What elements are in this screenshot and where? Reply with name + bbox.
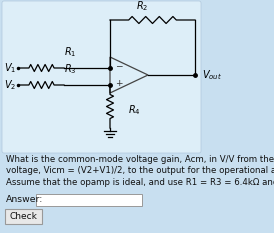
FancyBboxPatch shape xyxy=(2,1,201,153)
FancyBboxPatch shape xyxy=(36,193,141,206)
FancyBboxPatch shape xyxy=(5,209,42,224)
Text: $V_{out}$: $V_{out}$ xyxy=(202,68,222,82)
Text: What is the common-mode voltage gain, Acm, in V/V from the common-mode input
vol: What is the common-mode voltage gain, Ac… xyxy=(6,155,274,187)
Text: −: − xyxy=(115,62,122,71)
Text: +: + xyxy=(115,79,122,89)
Text: $R_1$: $R_1$ xyxy=(64,45,76,59)
Text: Check: Check xyxy=(10,212,38,221)
Text: $V_1$: $V_1$ xyxy=(4,61,16,75)
Text: $R_2$: $R_2$ xyxy=(136,0,148,13)
Text: Answer:: Answer: xyxy=(6,195,43,204)
Text: $V_2$: $V_2$ xyxy=(4,78,16,92)
Text: $R_3$: $R_3$ xyxy=(64,62,76,76)
Text: $R_4$: $R_4$ xyxy=(128,103,141,117)
